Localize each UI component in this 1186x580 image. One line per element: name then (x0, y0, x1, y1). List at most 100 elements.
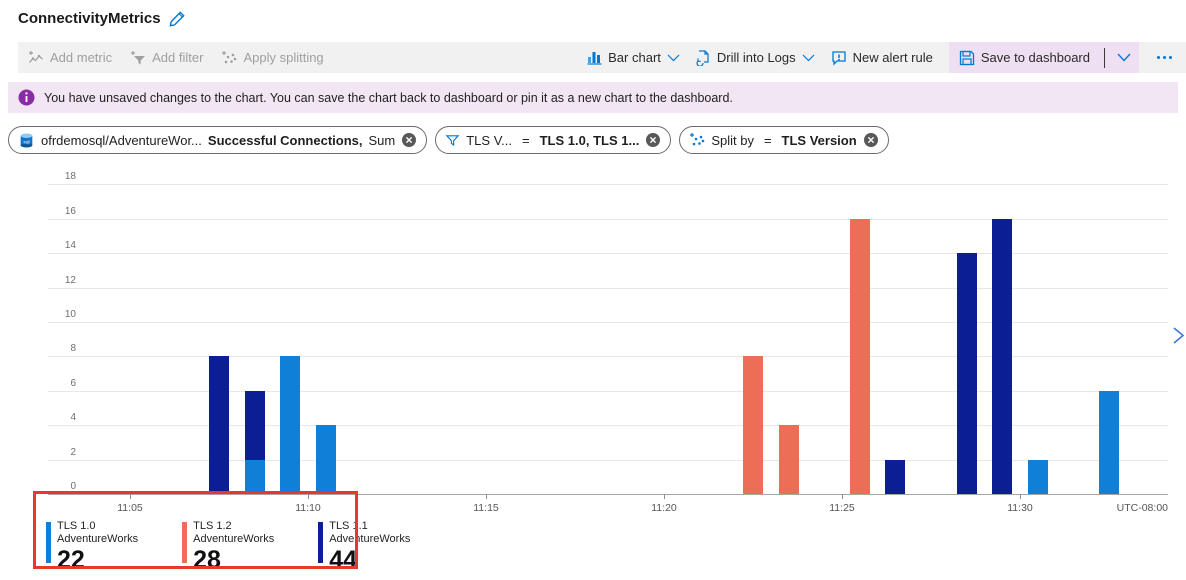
y-axis-label: 4 (70, 412, 76, 423)
bar-segment-tls-1-2 (850, 219, 870, 494)
metric-name: Successful Connections, (207, 132, 363, 148)
banner-text: You have unsaved changes to the chart. Y… (44, 90, 733, 105)
legend-series-name: TLS 1.0 (57, 520, 96, 532)
legend-series-name: TLS 1.2 (193, 520, 232, 532)
y-axis-label: 10 (64, 309, 76, 320)
legend-resource-name: AdventureWorks (57, 533, 139, 545)
more-options-ellipsis-icon[interactable] (1157, 56, 1172, 59)
y-axis-label: 16 (64, 206, 76, 217)
save-icon (959, 50, 975, 66)
toolbar-left-group: Add metric Add filter Apply splitting (28, 50, 324, 66)
bar-segment-tls-1-0 (316, 425, 336, 494)
toolbar-right-group: Bar chart Drill into Logs New alert rule (587, 42, 1180, 73)
gridline (48, 391, 1168, 392)
x-axis-tick (1020, 494, 1021, 499)
y-axis-label: 6 (70, 378, 76, 389)
x-axis-tick (308, 494, 309, 499)
add-metric-button[interactable]: Add metric (28, 50, 112, 66)
edit-title-pencil-icon[interactable] (169, 10, 186, 27)
new-alert-rule-label: New alert rule (852, 50, 933, 65)
bar-segment-tls-1-1 (957, 253, 977, 494)
legend-color-chip (182, 522, 188, 563)
metric-aggregation: Sum (368, 132, 396, 148)
bar-segment-tls-1-1 (885, 460, 905, 494)
bar-segment-tls-1-0 (280, 356, 300, 494)
drill-into-logs-icon (696, 49, 711, 66)
x-axis-tick (486, 494, 487, 499)
add-filter-button[interactable]: Add filter (130, 50, 203, 66)
legend-color-chip (46, 522, 51, 563)
legend-series-total: 28 (193, 546, 221, 574)
new-alert-rule-icon (831, 50, 847, 66)
bar-chart-icon (587, 50, 602, 65)
chevron-right-expander-icon[interactable] (1172, 326, 1185, 345)
gridline (48, 460, 1168, 461)
chart-type-dropdown[interactable]: Bar chart (587, 50, 680, 65)
gridline (48, 184, 1168, 185)
svg-text:sql: sql (23, 139, 29, 145)
close-icon[interactable] (863, 132, 879, 148)
add-metric-icon (28, 50, 44, 66)
split-operator: = (763, 132, 772, 148)
chart-legend: TLS 1.0 AdventureWorks 22 TLS 1.2 Advent… (46, 520, 410, 573)
bar-segment-tls-1-1 (245, 391, 265, 460)
split-pill[interactable]: Split by = TLS Version (679, 126, 889, 154)
save-to-dashboard-label: Save to dashboard (980, 50, 1090, 65)
filter-operator: = (522, 132, 530, 148)
split-field: Split by (711, 132, 754, 148)
y-axis-label: 12 (64, 275, 76, 286)
apply-splitting-label: Apply splitting (243, 50, 324, 65)
gridline (48, 356, 1168, 357)
add-filter-label: Add filter (152, 50, 204, 65)
y-axis-label: 8 (70, 343, 76, 354)
x-axis-tick (664, 494, 665, 499)
info-circle-icon (18, 89, 35, 106)
x-axis-tick (842, 494, 843, 499)
chart-type-label: Bar chart (608, 50, 661, 65)
gridline (48, 253, 1168, 254)
x-axis-label: 11:20 (651, 502, 677, 514)
add-filter-icon (130, 50, 146, 66)
bar-segment-tls-1-0 (245, 460, 265, 494)
save-to-dashboard-button[interactable]: Save to dashboard (959, 50, 1090, 66)
x-axis-label: 11:05 (117, 502, 143, 514)
gridline (48, 494, 1168, 495)
split-value: TLS Version (781, 132, 857, 148)
unsaved-changes-banner: You have unsaved changes to the chart. Y… (8, 82, 1178, 113)
legend-item-tls10[interactable]: TLS 1.0 AdventureWorks 22 (46, 520, 138, 573)
save-options-chevron-down-icon[interactable] (1117, 53, 1131, 62)
sql-database-icon: sql (18, 132, 35, 149)
timezone-label: UTC-08:00 (1116, 502, 1168, 514)
legend-resource-name: AdventureWorks (329, 533, 411, 545)
drill-into-logs-label: Drill into Logs (716, 50, 796, 65)
legend-series-name: TLS 1.1 (329, 520, 368, 532)
split-scatter-icon (689, 132, 705, 148)
page-title: ConnectivityMetrics (18, 10, 161, 27)
close-icon[interactable] (401, 132, 417, 148)
filter-pill[interactable]: TLS V... = TLS 1.0, TLS 1... (435, 126, 672, 154)
bar-segment-tls-1-2 (743, 356, 763, 494)
new-alert-rule-button[interactable]: New alert rule (831, 50, 933, 66)
legend-color-chip (318, 522, 324, 563)
y-axis-label: 14 (64, 240, 76, 251)
chart-title-row: ConnectivityMetrics (18, 10, 186, 27)
add-metric-label: Add metric (50, 50, 113, 65)
filter-value: TLS 1.0, TLS 1... (539, 132, 640, 148)
y-axis-label: 2 (70, 447, 76, 458)
apply-splitting-button[interactable]: Apply splitting (221, 50, 324, 66)
chevron-down-icon (802, 54, 815, 62)
close-icon[interactable] (645, 132, 661, 148)
legend-item-tls11[interactable]: TLS 1.1 AdventureWorks 44 (318, 520, 410, 573)
bar-segment-tls-1-1 (209, 356, 229, 494)
bar-segment-tls-1-0 (1028, 460, 1048, 494)
gridline (48, 322, 1168, 323)
bar-segment-tls-1-1 (992, 219, 1012, 494)
bar-segment-tls-1-0 (1099, 391, 1119, 494)
chart-toolbar: Add metric Add filter Apply splitting (18, 42, 1186, 73)
apply-splitting-icon (221, 50, 237, 66)
drill-into-logs-dropdown[interactable]: Drill into Logs (696, 49, 815, 66)
metric-pill[interactable]: sql ofrdemosql/AdventureWor... Successfu… (8, 126, 428, 154)
legend-item-tls12[interactable]: TLS 1.2 AdventureWorks 28 (182, 520, 274, 573)
x-axis-label: 11:15 (473, 502, 499, 514)
